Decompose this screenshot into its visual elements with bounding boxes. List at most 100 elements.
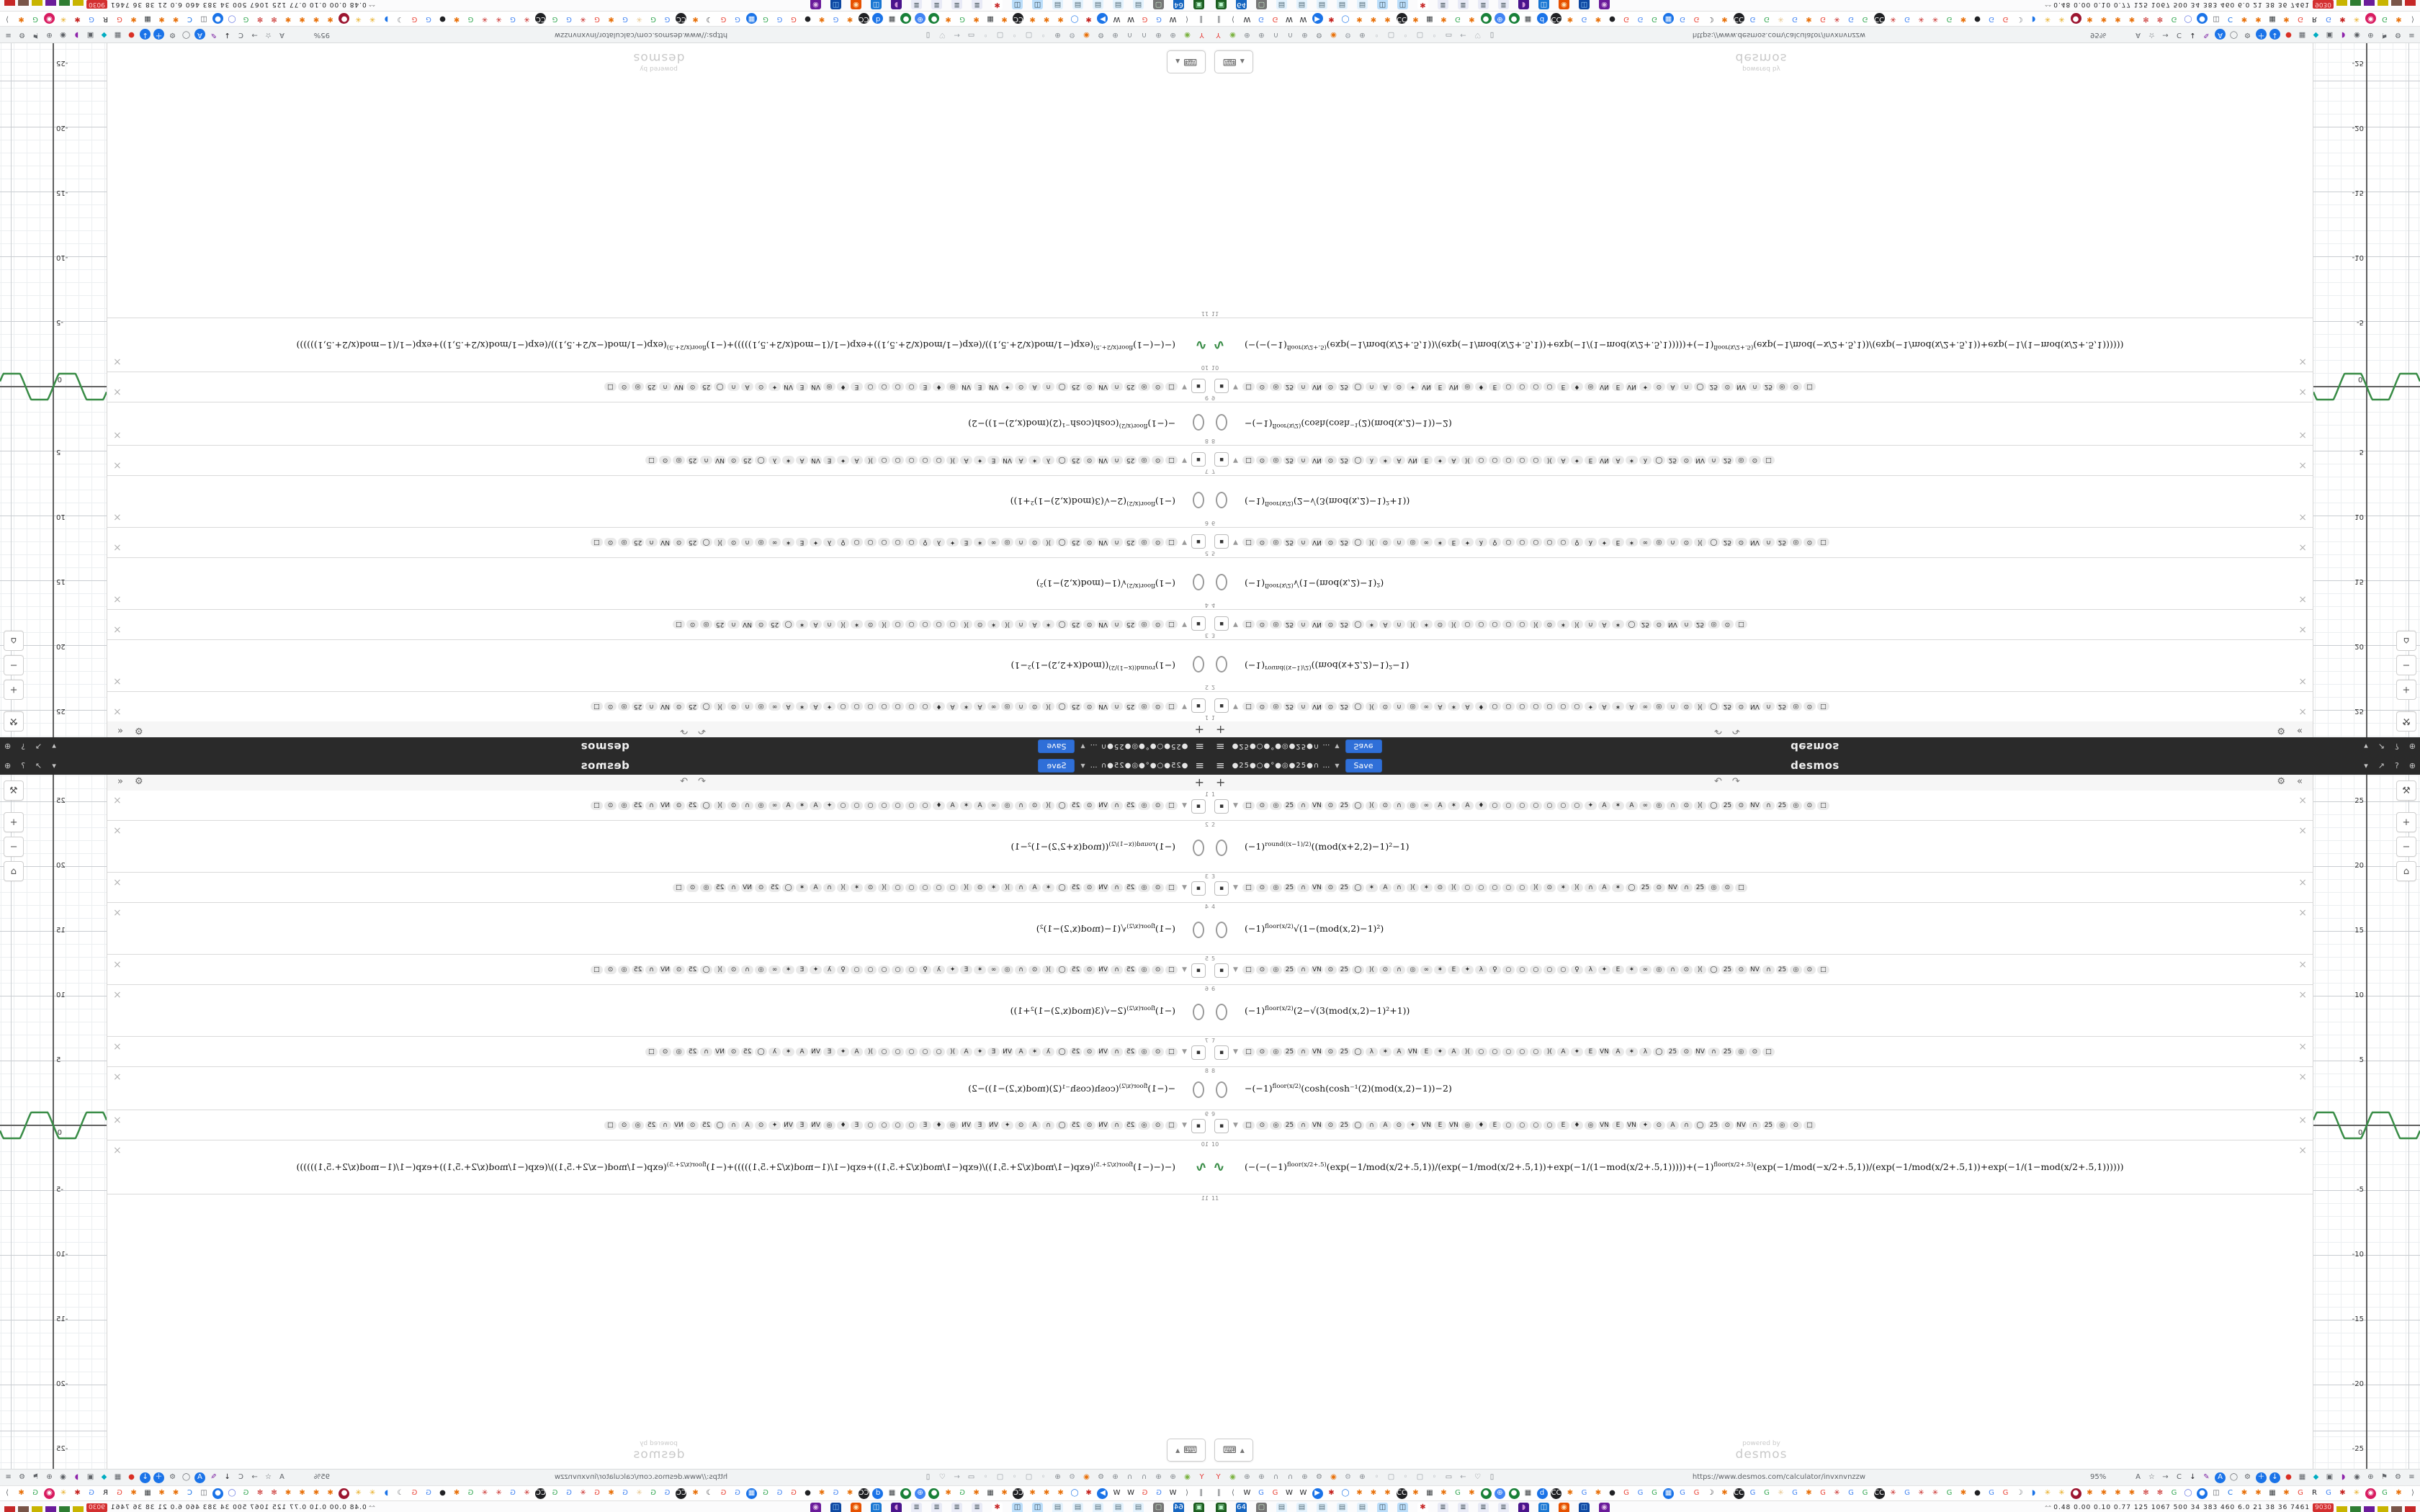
collapse-panel-icon[interactable]: « — [117, 725, 123, 736]
tab-favicon[interactable]: C — [187, 15, 192, 23]
zoom-in-button[interactable]: + — [2396, 680, 2416, 700]
tab-favicon[interactable]: G — [791, 1489, 797, 1497]
tab-favicon[interactable]: G — [89, 15, 94, 23]
taskbar-app-icon[interactable]: ≣ — [1478, 0, 1489, 10]
hidden-plot-circle-icon[interactable] — [1216, 492, 1227, 509]
taskbar-app-icon[interactable]: ◗ — [891, 0, 902, 10]
hidden-plot-circle-icon[interactable] — [1216, 574, 1227, 591]
delete-expression-button[interactable]: × — [113, 511, 122, 523]
tab-favicon[interactable]: ◉ — [2365, 13, 2376, 24]
nav-icon[interactable]: → — [2162, 31, 2169, 39]
taskbar-app-icon[interactable]: ◉ — [810, 1502, 821, 1512]
default-viewport-button[interactable]: ⌂ — [4, 861, 24, 881]
nav-icon[interactable]: ⊕ — [2367, 31, 2374, 39]
tab-favicon[interactable]: W — [1286, 1489, 1293, 1497]
tab-favicon[interactable]: ✱ — [1085, 1489, 1092, 1497]
nav-icon[interactable]: ↓ — [224, 31, 230, 39]
tab-favicon[interactable]: CC — [859, 13, 869, 24]
tab-favicon[interactable]: ▦ — [1524, 15, 1532, 23]
nav-icon[interactable]: ← — [954, 1473, 960, 1481]
note-image-icon[interactable]: ▪ — [1191, 1045, 1206, 1060]
nav-icon[interactable]: ◗ — [2341, 1473, 2346, 1481]
tab-favicon[interactable]: ✳ — [481, 15, 488, 23]
note-caret-icon[interactable]: ▼ — [1182, 1048, 1187, 1056]
tab-favicon[interactable]: ✳ — [2044, 15, 2051, 23]
tab-favicon[interactable]: G — [32, 15, 38, 23]
tab-favicon[interactable]: G — [1792, 1489, 1798, 1497]
tab-favicon[interactable]: G — [411, 1489, 418, 1497]
expression-content[interactable]: ▼ □ ⊙ ◎ 25 ∩ VN ⊙ 25 ◯ ✶ A ∩)(✶ ⊙)(○ ○ ○ ○ ○)(⊙ ✶)(∩ A ✶ ◯ 25 ⊙… — [107, 610, 1188, 639]
expression-row[interactable]: 11 — [1210, 1194, 2313, 1215]
tab-favicon[interactable]: ✳ — [1918, 15, 1924, 23]
nav-icon[interactable]: Y — [1216, 1473, 1221, 1481]
nav-icon[interactable]: ▦ — [114, 1473, 122, 1481]
title-caret-icon[interactable]: ▼ — [1080, 743, 1085, 750]
tab-favicon[interactable]: W — [1286, 15, 1293, 23]
expression-row[interactable]: 3 ▪ ▼ □ ⊙ ◎ 25 ∩ VN ⊙ 25 ◯ ✶ A ∩)(✶ ⊙)(○ ○ ○ ○ ○)(⊙ ✶)(∩ A ✶ ◯ 2… — [107, 873, 1210, 903]
nav-icon[interactable]: ＋ — [2256, 1472, 2267, 1483]
tab-favicon[interactable]: ▶ — [1097, 13, 1108, 24]
tab-favicon[interactable]: G — [1989, 1489, 1994, 1497]
zoom-out-button[interactable]: − — [4, 655, 24, 675]
tab-favicon[interactable]: G — [622, 15, 628, 23]
note-image-icon[interactable]: ▪ — [1191, 1118, 1206, 1133]
tab-favicon[interactable]: CC — [1873, 1488, 1885, 1499]
note-image-icon[interactable]: ▪ — [1214, 798, 1229, 814]
tab-favicon[interactable]: G — [2002, 15, 2009, 23]
nav-icon[interactable]: ▢ — [1387, 1473, 1395, 1481]
nav-icon[interactable]: ☆ — [265, 1473, 272, 1481]
taskbar-app-icon[interactable]: ✱ — [1417, 1502, 1428, 1512]
nav-icon[interactable]: ⊕ — [46, 1473, 53, 1481]
tab-favicon[interactable]: G — [959, 1489, 965, 1497]
tab-favicon[interactable]: ☽ — [397, 15, 404, 23]
nav-icon[interactable]: ▯ — [926, 1473, 931, 1481]
expression-row[interactable]: 1 ▪ ▼ □ ⊙ ◎ 25 ∩ VN ⊙ 25 ◯)(⊙ ∩ ◎ ∞ A ✶ A ♦ ○ ○ ○ ○ ○ ○ ○ ✦ A ✶ A ∞ ◎ ∩ ⊙… — [107, 791, 1210, 821]
expression-row[interactable]: 8 −(−1)floor(x/2)(cosh(cosh⁻¹(2)(mod(x,2)… — [107, 1067, 1210, 1110]
taskbar-app-icon[interactable]: ▢ — [1153, 0, 1164, 10]
note-caret-icon[interactable]: ▼ — [1233, 383, 1238, 391]
tab-favicon[interactable]: ✱ — [2128, 15, 2136, 23]
tab-favicon[interactable]: ✱ — [1721, 1489, 1728, 1497]
nav-icon[interactable]: ⚙ — [1098, 31, 1104, 39]
expression-row[interactable]: 11 — [1210, 297, 2313, 318]
nav-icon[interactable]: ▢ — [1416, 1473, 1424, 1481]
tab-favicon[interactable]: ● — [1609, 15, 1615, 23]
graph-paper[interactable]: 0 ⚒ + − ⌂ 25 20 15 10 5 -5 -10 -15 -20 -25 — [0, 43, 107, 737]
tab-favicon[interactable]: G — [1820, 15, 1826, 23]
tab-favicon[interactable]: ◗ — [2031, 1489, 2036, 1497]
note-caret-icon[interactable]: ▼ — [1182, 539, 1187, 546]
tab-favicon[interactable]: ✱ — [313, 15, 320, 23]
globe-icon[interactable]: ⊕ — [2408, 742, 2416, 752]
expression-content[interactable]: (−1)floor(x/2)√(1−(mod(x,2)−1)²) — [107, 558, 1188, 609]
taskbar-app-icon[interactable]: ▤ — [1093, 1502, 1103, 1512]
expression-row[interactable]: 10 ∿ (−(−(−1)floor(x/2+.5)(exp(−1/mod(x/2+… — [107, 318, 1210, 372]
nav-icon[interactable]: ⊕ — [1112, 1473, 1119, 1481]
expression-content[interactable]: ▼ □ ⊙ ◎ 25 ∩ VN ⊙ 25 ◯ ∩ A ⊙ ✦ VN Ε VN ◎ ♦ Ε ○ ○ ○ ○ Ε ♦ ◎ VN Ε VN ✦ ⊙ A… — [1232, 372, 2313, 402]
edit-list-gear-icon[interactable]: ⚙ — [2277, 776, 2286, 787]
add-expression-button[interactable]: + — [1194, 775, 1204, 789]
delete-expression-button[interactable]: × — [113, 624, 122, 635]
expression-row[interactable]: 6 (−1)floor(x/2)(2−√(3(mod(x,2)−1)²+1)) × — [1210, 475, 2313, 527]
save-button[interactable]: Save — [1038, 758, 1075, 773]
tab-favicon[interactable]: CC — [1551, 13, 1561, 24]
tab-favicon[interactable]: ∥ — [1199, 1489, 1203, 1497]
hidden-plot-circle-icon[interactable] — [1216, 921, 1227, 938]
tab-favicon[interactable]: ● — [928, 1488, 940, 1499]
tab-favicon[interactable]: G — [1749, 1489, 1756, 1497]
taskbar-app-icon[interactable]: ◫ — [1377, 0, 1388, 10]
delete-expression-button[interactable]: × — [113, 877, 122, 888]
taskbar-app-icon[interactable]: ▤ — [1276, 1502, 1287, 1512]
tab-favicon[interactable]: ✱ — [453, 1489, 460, 1497]
tab-favicon[interactable]: G — [2298, 15, 2303, 23]
hidden-plot-circle-icon[interactable] — [1193, 414, 1204, 431]
tab-favicon[interactable]: ✳ — [2353, 15, 2360, 23]
tab-favicon[interactable]: CC — [1873, 13, 1885, 24]
expression-content[interactable]: (−1)round((x−1)/2)((mod(x+2,2)−1)²−1) — [107, 821, 1188, 872]
tab-favicon[interactable]: ◯ — [2184, 1489, 2192, 1497]
tab-favicon[interactable]: ☽ — [2016, 1489, 2023, 1497]
delete-expression-button[interactable]: × — [113, 1041, 122, 1053]
tab-favicon[interactable]: ⟨ — [1232, 15, 1234, 23]
nav-icon[interactable]: ⊕ — [1170, 31, 1176, 39]
note-image-icon[interactable]: ▪ — [1191, 534, 1206, 549]
tab-favicon[interactable]: ☽ — [706, 15, 713, 23]
